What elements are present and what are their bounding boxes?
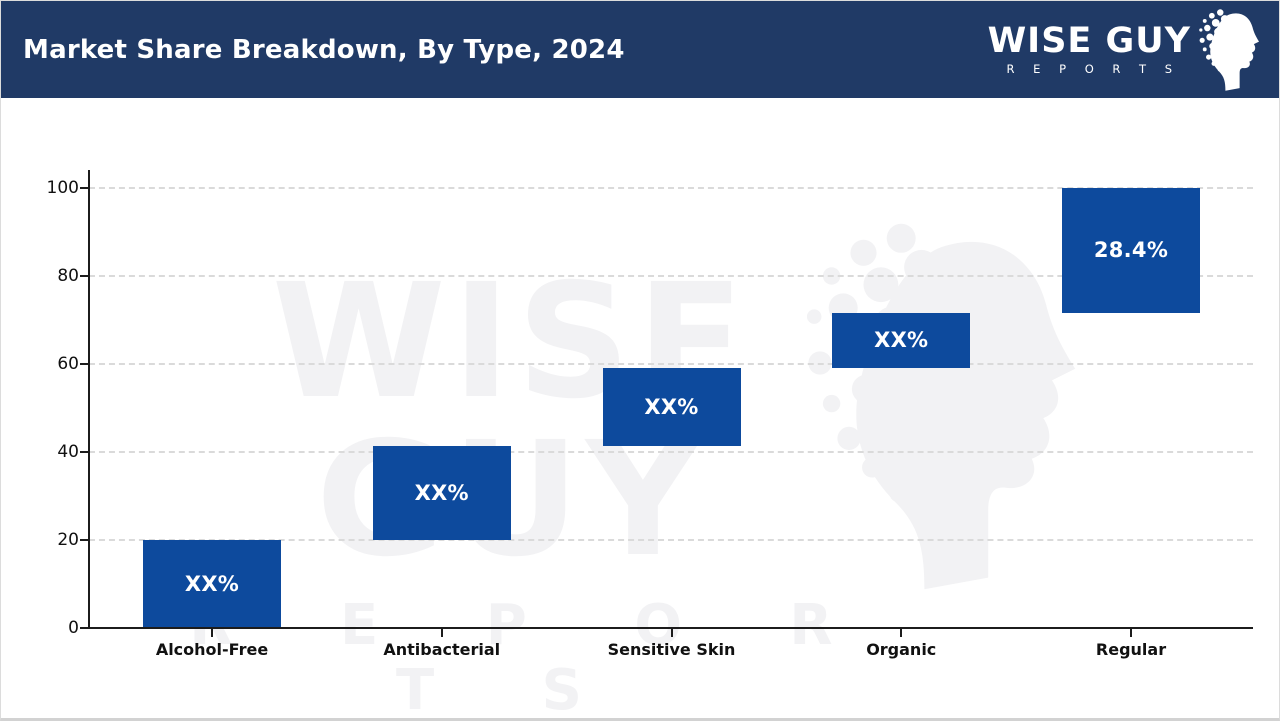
bar-sensitive-skin: XX% <box>602 367 741 446</box>
y-axis-line <box>88 170 90 629</box>
y-tick-label-40: 40 <box>57 442 79 462</box>
bar-value-label-organic: XX% <box>874 328 929 353</box>
x-axis-line <box>88 627 1253 629</box>
x-tick-label-alcohol-free: Alcohol-Free <box>155 640 269 659</box>
bar-value-label-alcohol-free: XX% <box>184 572 240 596</box>
x-tick-label-antibacterial: Antibacterial <box>383 640 501 659</box>
x-tick-label-sensitive-skin: Sensitive Skin <box>607 640 736 659</box>
y-tick-label-0: 0 <box>68 618 79 638</box>
x-tick-mark-alcohol-free <box>211 629 213 637</box>
logo-subtitle: R E P O R T S <box>1006 61 1180 76</box>
y-tick-mark-20 <box>80 539 88 541</box>
bar-antibacterial: XX% <box>372 445 511 540</box>
face-profile-icon <box>1199 8 1260 91</box>
bar-regular: 28.4% <box>1062 188 1200 313</box>
y-tick-label-80: 80 <box>57 266 79 286</box>
watermark-line1: WISE GUY <box>271 250 751 592</box>
y-tick-mark-60 <box>80 363 88 365</box>
y-tick-label-60: 60 <box>57 354 79 374</box>
y-tick-label-20: 20 <box>57 530 79 550</box>
logo-wordmark: WISE GUY <box>987 20 1191 61</box>
x-tick-mark-sensitive-skin <box>670 629 673 637</box>
y-tick-mark-100 <box>80 187 88 189</box>
y-tick-mark-40 <box>80 451 88 453</box>
y-tick-mark-80 <box>80 275 88 277</box>
wiseguy-logo-text: WISE GUY R E P O R T S <box>987 20 1191 76</box>
x-tick-mark-organic <box>900 629 903 637</box>
gridline-80 <box>89 275 1253 277</box>
chart-region: WISE GUY R E P O R T S 0 20 40 60 80 100 XX% Al… <box>1 98 1279 715</box>
bar-value-label-regular: 28.4% <box>1093 238 1169 263</box>
chart-title: Market Share Breakdown, By Type, 2024 <box>23 34 625 65</box>
x-tick-label-organic: Organic <box>866 640 937 659</box>
bar-value-label-sensitive-skin: XX% <box>644 394 699 419</box>
gridline-60 <box>89 363 1253 365</box>
x-tick-mark-regular <box>1130 629 1132 637</box>
header: Market Share Breakdown, By Type, 2024 WI… <box>1 1 1279 98</box>
gridline-100 <box>89 187 1253 189</box>
x-tick-label-regular: Regular <box>1095 640 1167 659</box>
x-tick-mark-antibacterial <box>440 629 443 637</box>
bar-organic: XX% <box>832 312 971 368</box>
bar-value-label-antibacterial: XX% <box>414 480 469 505</box>
bar-alcohol-free: XX% <box>143 540 281 628</box>
gridline-40 <box>89 451 1253 453</box>
y-tick-label-100: 100 <box>46 178 79 198</box>
y-tick-mark-0 <box>80 627 88 629</box>
gridline-20 <box>89 539 1253 541</box>
wiseguy-logo: WISE GUY R E P O R T S <box>988 8 1261 92</box>
